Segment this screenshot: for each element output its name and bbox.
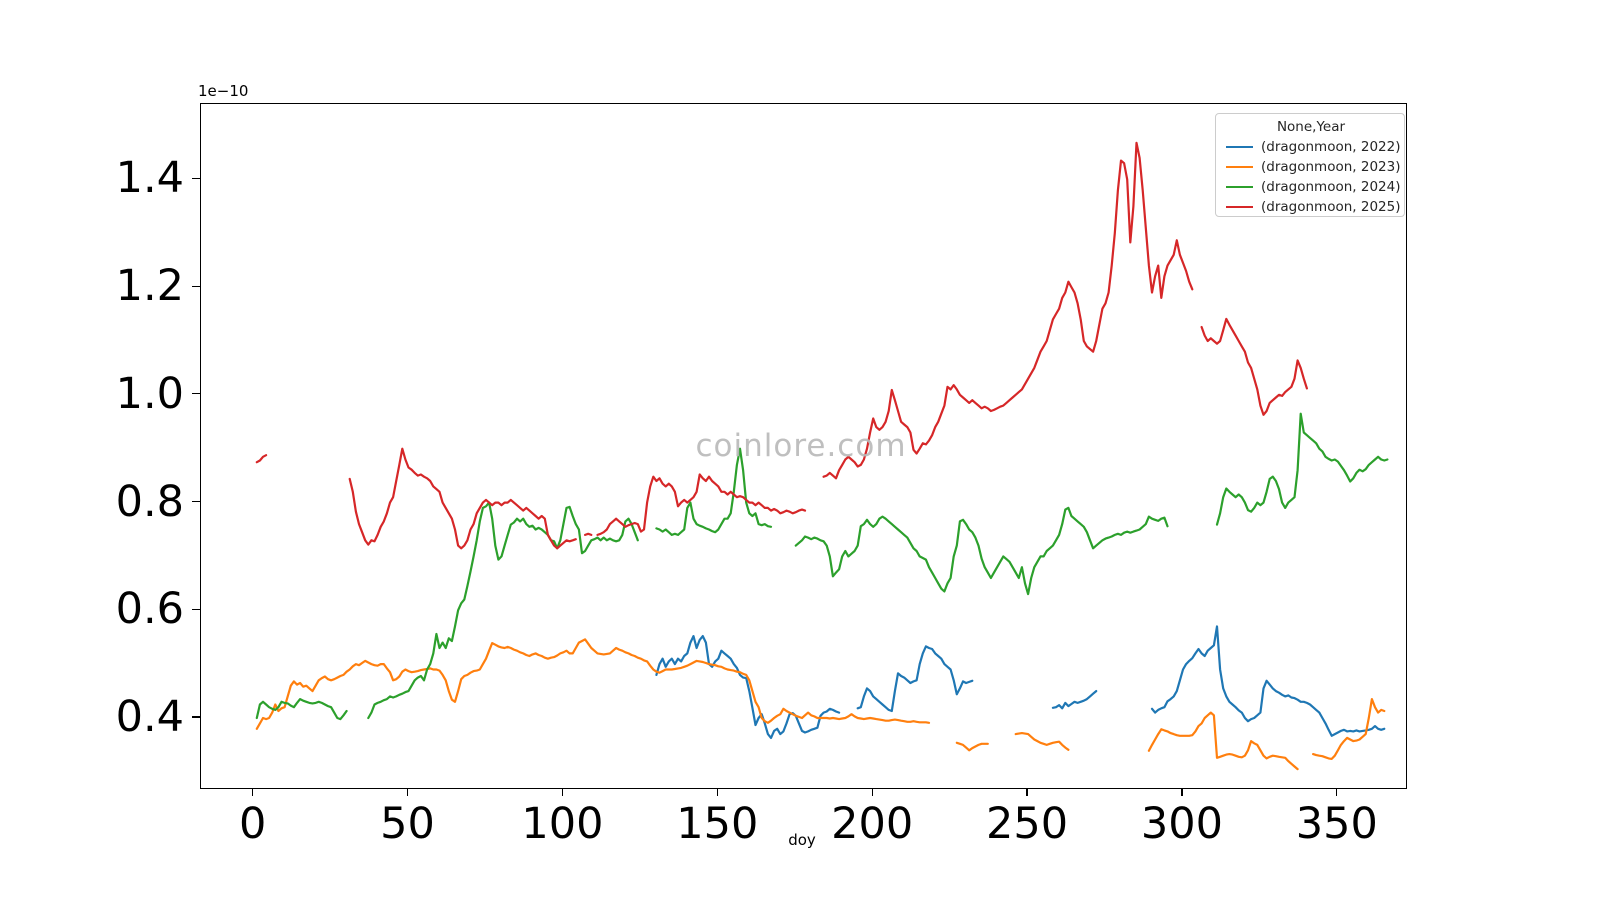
x-tick-label: 100 (521, 799, 604, 849)
x-tick-label: 50 (380, 799, 435, 849)
y-tick-label: 0.6 (115, 584, 184, 635)
legend-title: None,Year (1276, 119, 1346, 135)
y-axis-offset-label: 1e−10 (198, 82, 249, 100)
x-tick-mark (1181, 788, 1183, 796)
x-tick-mark (1336, 788, 1338, 796)
x-tick-mark (716, 788, 718, 796)
x-tick-mark (252, 788, 254, 796)
y-tick-label: 1.2 (115, 261, 184, 312)
y-tick-mark (192, 500, 200, 503)
watermark: coinlore.com (695, 428, 907, 464)
series-line-2024 (255, 412, 1389, 721)
legend-line-swatch (1226, 186, 1253, 188)
legend-line-swatch (1226, 166, 1253, 168)
y-tick-label: 1.4 (115, 153, 184, 204)
legend-item: (dragonmoon, 2024) (1226, 177, 1400, 197)
y-tick-mark (192, 716, 200, 718)
x-axis-label: doy (788, 831, 816, 849)
legend-item-label: (dragonmoon, 2025) (1261, 199, 1401, 215)
y-tick-mark (192, 608, 200, 610)
legend-items: (dragonmoon, 2022) (dragonmoon, 2023) (dra… (1226, 137, 1400, 217)
x-tick-label: 250 (986, 799, 1069, 849)
y-tick-label: 0.4 (115, 691, 184, 742)
plot-area: coinlore.com (200, 103, 1407, 789)
series-line-2023 (255, 638, 1386, 771)
legend: None,Year (dragonmoon, 2022) (dragonmoon,… (1215, 113, 1405, 217)
legend-item: (dragonmoon, 2023) (1226, 157, 1400, 177)
x-tick-label: 200 (831, 799, 914, 849)
legend-item: (dragonmoon, 2022) (1226, 137, 1400, 157)
x-tick-label: 350 (1295, 799, 1378, 849)
chart-canvas (255, 141, 1389, 771)
y-tick-mark (192, 285, 200, 287)
series-line-2025 (255, 141, 1308, 550)
legend-item-label: (dragonmoon, 2023) (1261, 159, 1401, 175)
x-tick-mark (406, 788, 409, 796)
series-line-2022 (655, 625, 1386, 739)
y-tick-label: 1.0 (115, 368, 184, 419)
x-tick-label: 0 (238, 799, 267, 849)
legend-item-label: (dragonmoon, 2024) (1261, 179, 1401, 195)
legend-line-swatch (1226, 206, 1253, 208)
x-tick-mark (1026, 788, 1028, 796)
x-tick-mark (871, 788, 873, 796)
x-tick-mark (561, 788, 564, 796)
x-tick-label: 150 (676, 799, 759, 849)
legend-line-swatch (1226, 146, 1253, 148)
y-tick-mark (192, 393, 200, 395)
legend-item: (dragonmoon, 2025) (1226, 197, 1400, 217)
legend-item-label: (dragonmoon, 2022) (1261, 139, 1401, 155)
x-tick-label: 300 (1140, 799, 1223, 849)
y-tick-label: 0.8 (115, 476, 184, 527)
y-tick-mark (192, 177, 200, 179)
